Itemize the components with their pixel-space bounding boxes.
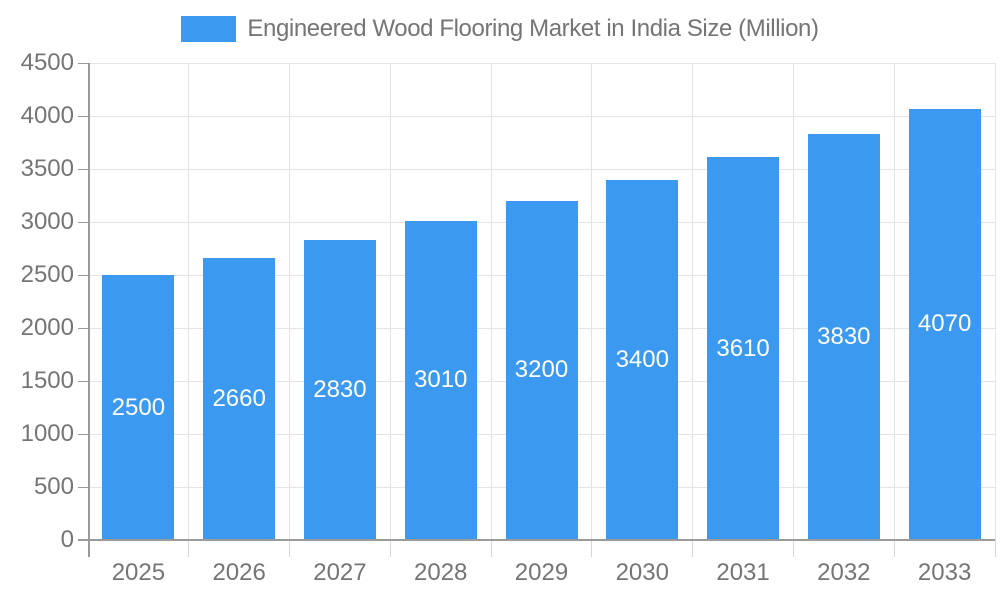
bar-2033: 4070 (908, 108, 981, 540)
bar-2029: 3200 (505, 200, 578, 540)
x-tick-label: 2030 (615, 559, 669, 586)
y-tick (78, 62, 88, 64)
x-tick-label: 2028 (414, 559, 468, 586)
x-tick (188, 540, 190, 557)
gridline-v (692, 63, 694, 540)
bar-value-label: 2660 (212, 385, 266, 413)
bar-2026: 2660 (203, 258, 276, 540)
x-tick (289, 540, 291, 557)
y-tick-label: 3000 (20, 208, 74, 235)
y-tick-label: 2000 (20, 314, 74, 341)
y-tick (78, 221, 88, 223)
legend-item[interactable]: Engineered Wood Flooring Market in India… (0, 15, 1000, 43)
y-tick-label: 2500 (20, 261, 74, 288)
bar-value-label: 3010 (414, 366, 468, 394)
y-tick-label: 4000 (20, 102, 74, 129)
plot-area: 2500 2660 2830 3010 3200 3400 3610 3830 4070 (78, 62, 996, 541)
x-tick-label: 2031 (716, 559, 770, 586)
gridline-h (88, 115, 995, 117)
x-tick (692, 540, 694, 557)
y-tick (78, 115, 88, 117)
y-tick (78, 327, 88, 329)
y-tick (78, 168, 88, 170)
bar-2028: 3010 (404, 220, 477, 540)
legend-swatch-icon (181, 16, 237, 42)
gridline-v (591, 63, 593, 540)
gridline-v (188, 63, 190, 540)
bar-2031: 3610 (707, 157, 780, 540)
gridline-h (88, 62, 995, 64)
x-tick (490, 540, 492, 557)
gridline-v (792, 63, 794, 540)
x-tick-label: 2025 (111, 559, 166, 586)
y-tick-label: 4500 (20, 49, 74, 76)
x-tick (994, 540, 996, 557)
bar-value-label: 4070 (917, 310, 972, 338)
legend-label: Engineered Wood Flooring Market in India… (247, 15, 819, 42)
gridline-h (88, 168, 995, 170)
y-tick (78, 380, 88, 382)
x-tick-label: 2033 (917, 559, 972, 586)
bar-2025: 2500 (102, 275, 175, 540)
y-axis-line (88, 63, 90, 540)
gridline-v (389, 63, 391, 540)
x-tick (792, 540, 794, 557)
x-tick-label: 2032 (817, 559, 871, 586)
y-tick-label: 0 (60, 526, 74, 553)
y-tick (78, 486, 88, 488)
x-tick (893, 540, 895, 557)
y-tick (78, 433, 88, 435)
x-tick (389, 540, 391, 557)
bar-value-label: 3200 (514, 356, 569, 384)
bar-value-label: 2830 (313, 376, 367, 404)
gridline-v (893, 63, 895, 540)
bar-value-label: 3400 (615, 345, 669, 373)
bar-value-label: 3610 (716, 334, 770, 362)
x-axis-line (78, 539, 995, 541)
gridline-v (289, 63, 291, 540)
x-tick-label: 2029 (514, 559, 569, 586)
y-tick-label: 500 (33, 473, 74, 500)
y-tick-label: 3500 (20, 155, 74, 182)
y-tick-label: 1000 (20, 420, 74, 447)
x-tick (591, 540, 593, 557)
bar-2027: 2830 (303, 240, 376, 540)
bar-2032: 3830 (807, 134, 880, 540)
y-tick (78, 274, 88, 276)
gridline-v (490, 63, 492, 540)
bar-2030: 3400 (606, 179, 679, 540)
x-tick-label: 2026 (212, 559, 266, 586)
x-tick-label: 2027 (313, 559, 367, 586)
y-tick-label: 1500 (20, 367, 74, 394)
gridline-v (994, 63, 996, 540)
x-tick (87, 540, 90, 557)
bar-value-label: 2500 (111, 393, 166, 421)
bar-value-label: 3830 (817, 323, 871, 351)
